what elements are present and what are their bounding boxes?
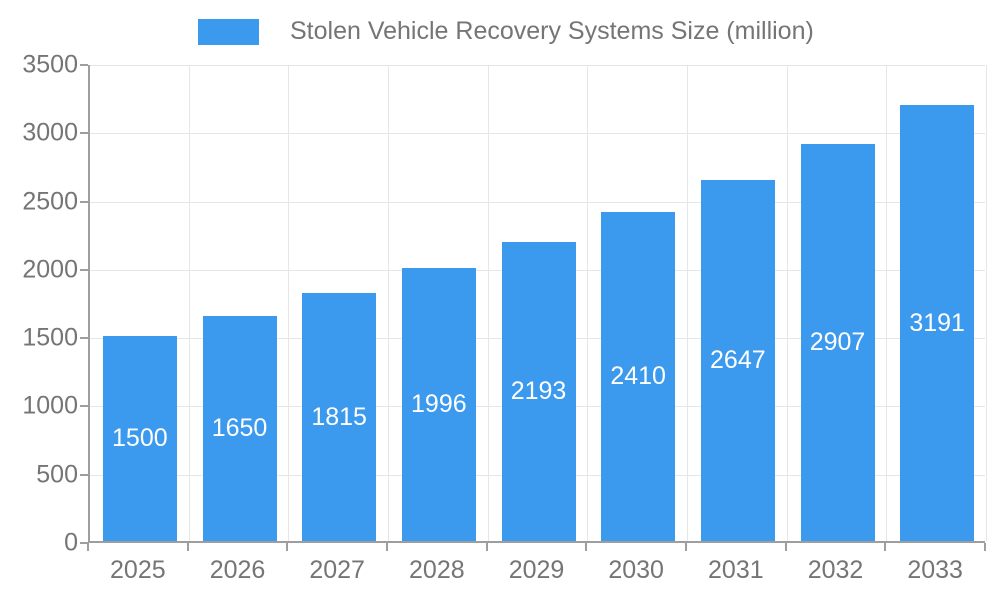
y-axis-tick-mark — [80, 337, 88, 340]
plot-area: 1500 1650 1815 1996 2193 2410 2647 2907 3191 — [88, 65, 987, 543]
x-axis-tick-label: 2027 — [309, 556, 365, 584]
bar-value-label: 1996 — [411, 390, 467, 419]
x-axis-tick-mark — [286, 543, 289, 551]
bar-2026[interactable]: 1650 — [202, 315, 277, 541]
bar-2025[interactable]: 1500 — [102, 336, 177, 541]
bar-2028[interactable]: 1996 — [401, 268, 476, 541]
gridline-vertical — [986, 65, 987, 541]
bar-value-label: 1815 — [311, 402, 367, 431]
bar-2031[interactable]: 2647 — [700, 179, 775, 541]
y-axis-tick-label: 0 — [64, 528, 78, 557]
y-axis-tick-mark — [80, 405, 88, 408]
x-axis-tick-mark — [984, 543, 986, 551]
x-axis-tick-label: 2032 — [807, 556, 864, 584]
x-axis-tick-mark — [186, 543, 189, 551]
legend-label: Stolen Vehicle Recovery Systems Size (mi… — [290, 17, 814, 45]
x-axis-tick-label: 2029 — [508, 556, 565, 584]
bar-value-label: 2410 — [610, 361, 666, 390]
bar-value-label: 2647 — [710, 345, 766, 374]
y-axis-tick-label: 3000 — [22, 118, 78, 147]
x-axis-tick-label: 2026 — [209, 556, 266, 584]
bar-2032[interactable]: 2907 — [800, 144, 875, 541]
bar-value-label: 2193 — [510, 376, 567, 405]
y-axis-tick-label: 2000 — [22, 255, 78, 284]
y-axis-tick-mark — [80, 473, 88, 476]
bar-value-label: 1500 — [112, 424, 168, 453]
gridline-vertical — [587, 65, 589, 541]
y-axis-tick-label: 3500 — [22, 50, 78, 79]
gridline-vertical — [288, 65, 290, 541]
gridline-vertical — [886, 65, 888, 541]
bar-value-label: 3191 — [909, 308, 965, 337]
gridline-vertical — [786, 65, 788, 541]
x-axis-tick-label: 2025 — [110, 556, 166, 584]
gridline-horizontal — [90, 201, 985, 203]
y-axis-tick-mark — [80, 64, 88, 66]
x-axis-tick-label: 2033 — [907, 556, 963, 584]
gridline-vertical — [388, 65, 389, 541]
x-axis-tick-label: 2031 — [708, 556, 764, 584]
x-axis-tick-mark — [784, 543, 787, 551]
gridline-vertical — [188, 65, 190, 541]
y-axis-tick-label: 1000 — [22, 391, 78, 420]
x-axis-tick-label: 2030 — [608, 556, 664, 584]
y-axis-tick-mark — [80, 200, 88, 203]
x-axis-tick-mark — [386, 543, 388, 551]
legend-swatch — [198, 18, 259, 45]
bar-2027[interactable]: 1815 — [302, 293, 377, 541]
x-axis-tick-mark — [87, 543, 89, 551]
x-axis-tick-mark — [485, 543, 488, 551]
x-axis-tick-mark — [585, 543, 588, 551]
bar-2029[interactable]: 2193 — [501, 241, 576, 541]
x-axis-tick-label: 2028 — [409, 556, 465, 584]
y-axis-tick-mark — [80, 268, 88, 271]
legend[interactable]: Stolen Vehicle Recovery Systems Size (mi… — [198, 17, 814, 46]
y-axis-tick-mark — [80, 132, 88, 135]
bar-value-label: 2907 — [809, 328, 866, 356]
y-axis-tick-mark — [80, 542, 88, 544]
gridline-vertical — [687, 65, 688, 541]
y-axis-tick-label: 2500 — [22, 187, 78, 216]
x-axis-tick-mark — [884, 543, 887, 551]
y-axis-tick-label: 500 — [36, 460, 78, 489]
gridline-vertical — [487, 65, 489, 541]
gridline-horizontal — [90, 133, 985, 135]
bar-2033[interactable]: 3191 — [900, 105, 975, 541]
bar-2030[interactable]: 2410 — [601, 211, 676, 541]
gridline-horizontal — [90, 65, 985, 66]
y-axis-tick-label: 1500 — [22, 323, 78, 352]
bar-value-label: 1650 — [211, 413, 268, 442]
x-axis-tick-mark — [685, 543, 687, 551]
